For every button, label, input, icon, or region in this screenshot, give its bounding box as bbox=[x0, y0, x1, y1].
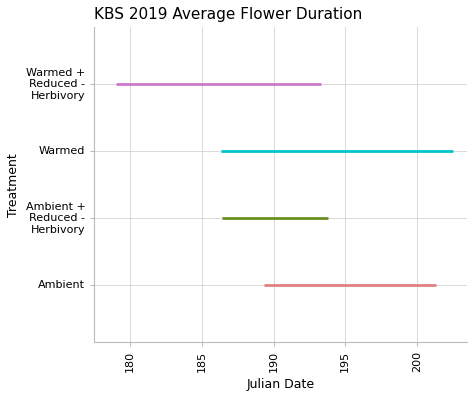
X-axis label: Julian Date: Julian Date bbox=[246, 378, 315, 391]
Y-axis label: Treatment: Treatment bbox=[7, 153, 20, 217]
Text: KBS 2019 Average Flower Duration: KBS 2019 Average Flower Duration bbox=[94, 7, 363, 22]
